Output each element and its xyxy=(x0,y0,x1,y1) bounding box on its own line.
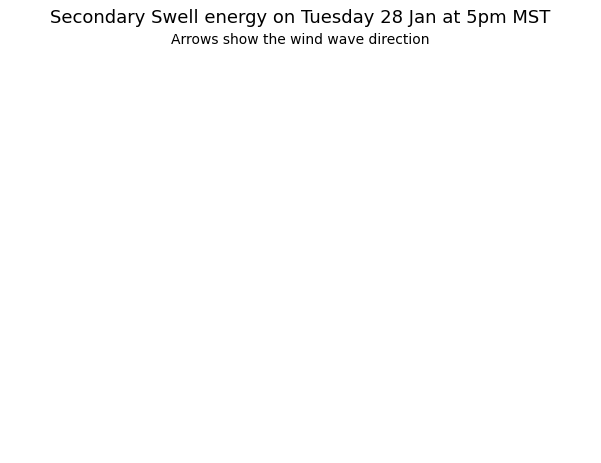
Text: Secondary Swell energy on Tuesday 28 Jan at 5pm MST: Secondary Swell energy on Tuesday 28 Jan… xyxy=(50,8,551,26)
Text: Cartopy required for map rendering: Cartopy required for map rendering xyxy=(176,250,425,263)
Text: Arrows show the wind wave direction: Arrows show the wind wave direction xyxy=(171,33,430,47)
